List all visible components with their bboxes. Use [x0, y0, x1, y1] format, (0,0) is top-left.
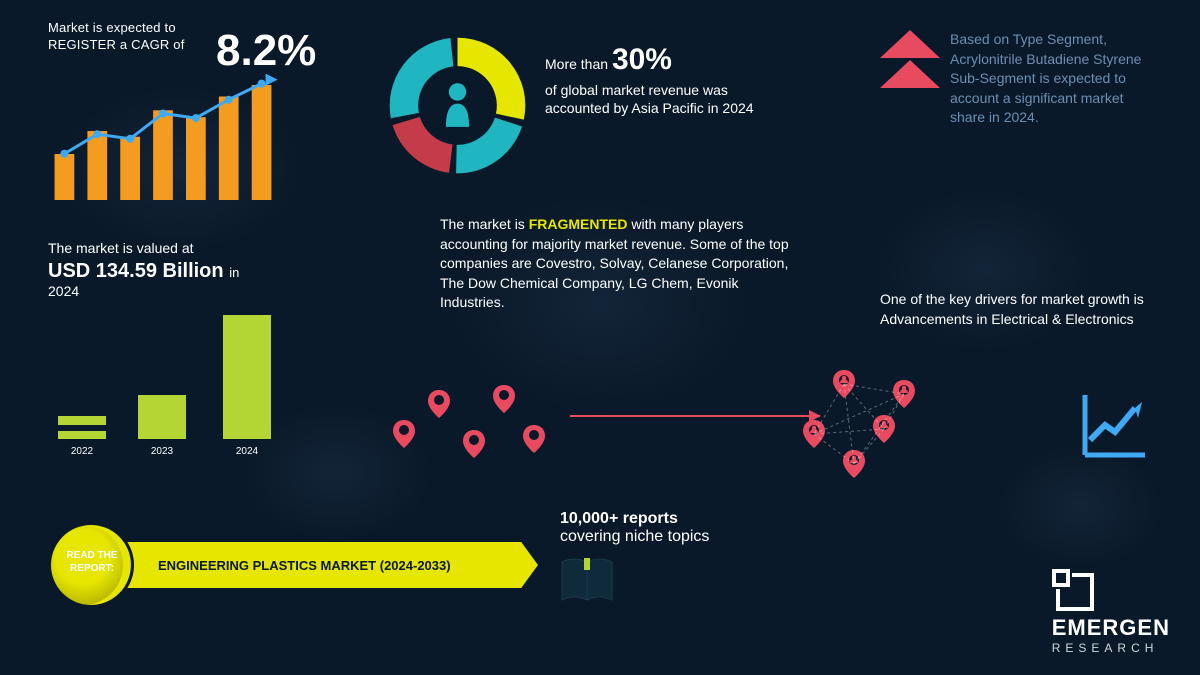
valuation-bar-year: 2022 [58, 446, 106, 457]
valuation-bar [223, 311, 271, 439]
map-pins-area [370, 350, 930, 490]
cagr-value: 8.2% [216, 26, 316, 76]
arrow-right-icon [570, 415, 820, 417]
report-banner[interactable]: ENGINEERING PLASTICS MARKET (2024-2033) [118, 542, 538, 588]
valuation-amount: USD 134.59 Billion in [48, 260, 308, 283]
donut-caption: More than 30% of global market revenue w… [545, 40, 775, 118]
logo-mark-icon [1052, 569, 1098, 615]
growth-chart-icon [1080, 390, 1150, 460]
valuation-year: 2024 [48, 283, 308, 299]
valuation-amount-value: USD 134.59 Billion [48, 260, 224, 282]
brand-logo: EMERGEN RESEARCH [1052, 569, 1170, 655]
valuation-block: The market is valued at USD 134.59 Billi… [48, 240, 308, 457]
valuation-bar [138, 391, 186, 439]
pin-network-lines [370, 350, 930, 490]
fragmented-text: The market is FRAGMENTED with many playe… [440, 215, 790, 313]
valuation-bar-chart: 2022 2023 2024 [48, 307, 308, 457]
valuation-in: in [229, 265, 239, 280]
valuation-bar-year: 2023 [138, 446, 186, 457]
donut-caption-big: 30% [612, 43, 672, 76]
donut-chart [380, 28, 535, 183]
report-banner-text: ENGINEERING PLASTICS MARKET (2024-2033) [158, 558, 451, 573]
reports-count-block: 10,000+ reports covering niche topics [560, 510, 820, 607]
abs-segment-text: Based on Type Segment, Acrylonitrile But… [950, 30, 1160, 128]
logo-sub: RESEARCH [1052, 641, 1170, 655]
valuation-lead: The market is valued at [48, 240, 308, 256]
donut-caption-rest: of global market revenue was accounted b… [545, 81, 775, 119]
donut-caption-prefix: More than [545, 56, 612, 72]
book-icon [560, 556, 614, 602]
valuation-bar [58, 412, 106, 439]
report-banner-block: ENGINEERING PLASTICS MARKET (2024-2033) … [48, 530, 548, 600]
fragmented-pre: The market is [440, 216, 529, 232]
report-circle-label: READ THE REPORT: [62, 550, 122, 575]
fragmented-highlight: FRAGMENTED [529, 216, 628, 232]
double-chevron-up-icon [880, 30, 940, 110]
reports-headline: 10,000+ reports [560, 510, 820, 528]
key-driver-text: One of the key drivers for market growth… [880, 290, 1160, 329]
bar-line-chart [48, 70, 278, 200]
valuation-bar-year: 2024 [223, 446, 271, 457]
reports-sub: covering niche topics [560, 528, 820, 546]
abs-segment-block: Based on Type Segment, Acrylonitrile But… [880, 30, 1160, 128]
cagr-block: Market is expected to REGISTER a CAGR of… [48, 20, 328, 54]
